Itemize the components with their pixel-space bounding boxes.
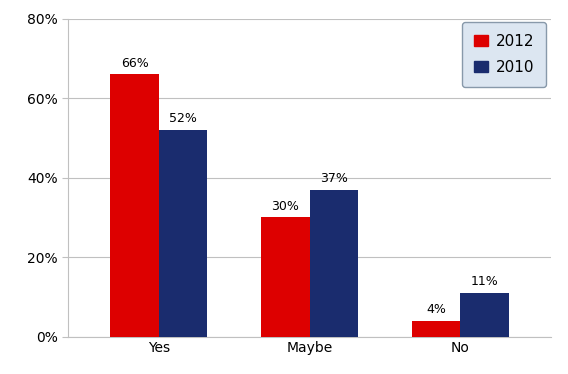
- Bar: [110, 74, 158, 337]
- Text: 37%: 37%: [320, 172, 348, 185]
- Bar: [158, 130, 207, 337]
- Text: 52%: 52%: [169, 112, 197, 125]
- Text: 4%: 4%: [427, 303, 446, 316]
- Bar: [310, 190, 358, 337]
- Text: 11%: 11%: [471, 275, 499, 288]
- Bar: [261, 217, 310, 337]
- Bar: [412, 321, 461, 337]
- Text: 30%: 30%: [272, 200, 299, 212]
- Bar: [461, 293, 509, 337]
- Text: 66%: 66%: [120, 56, 148, 70]
- Legend: 2012, 2010: 2012, 2010: [462, 22, 546, 87]
